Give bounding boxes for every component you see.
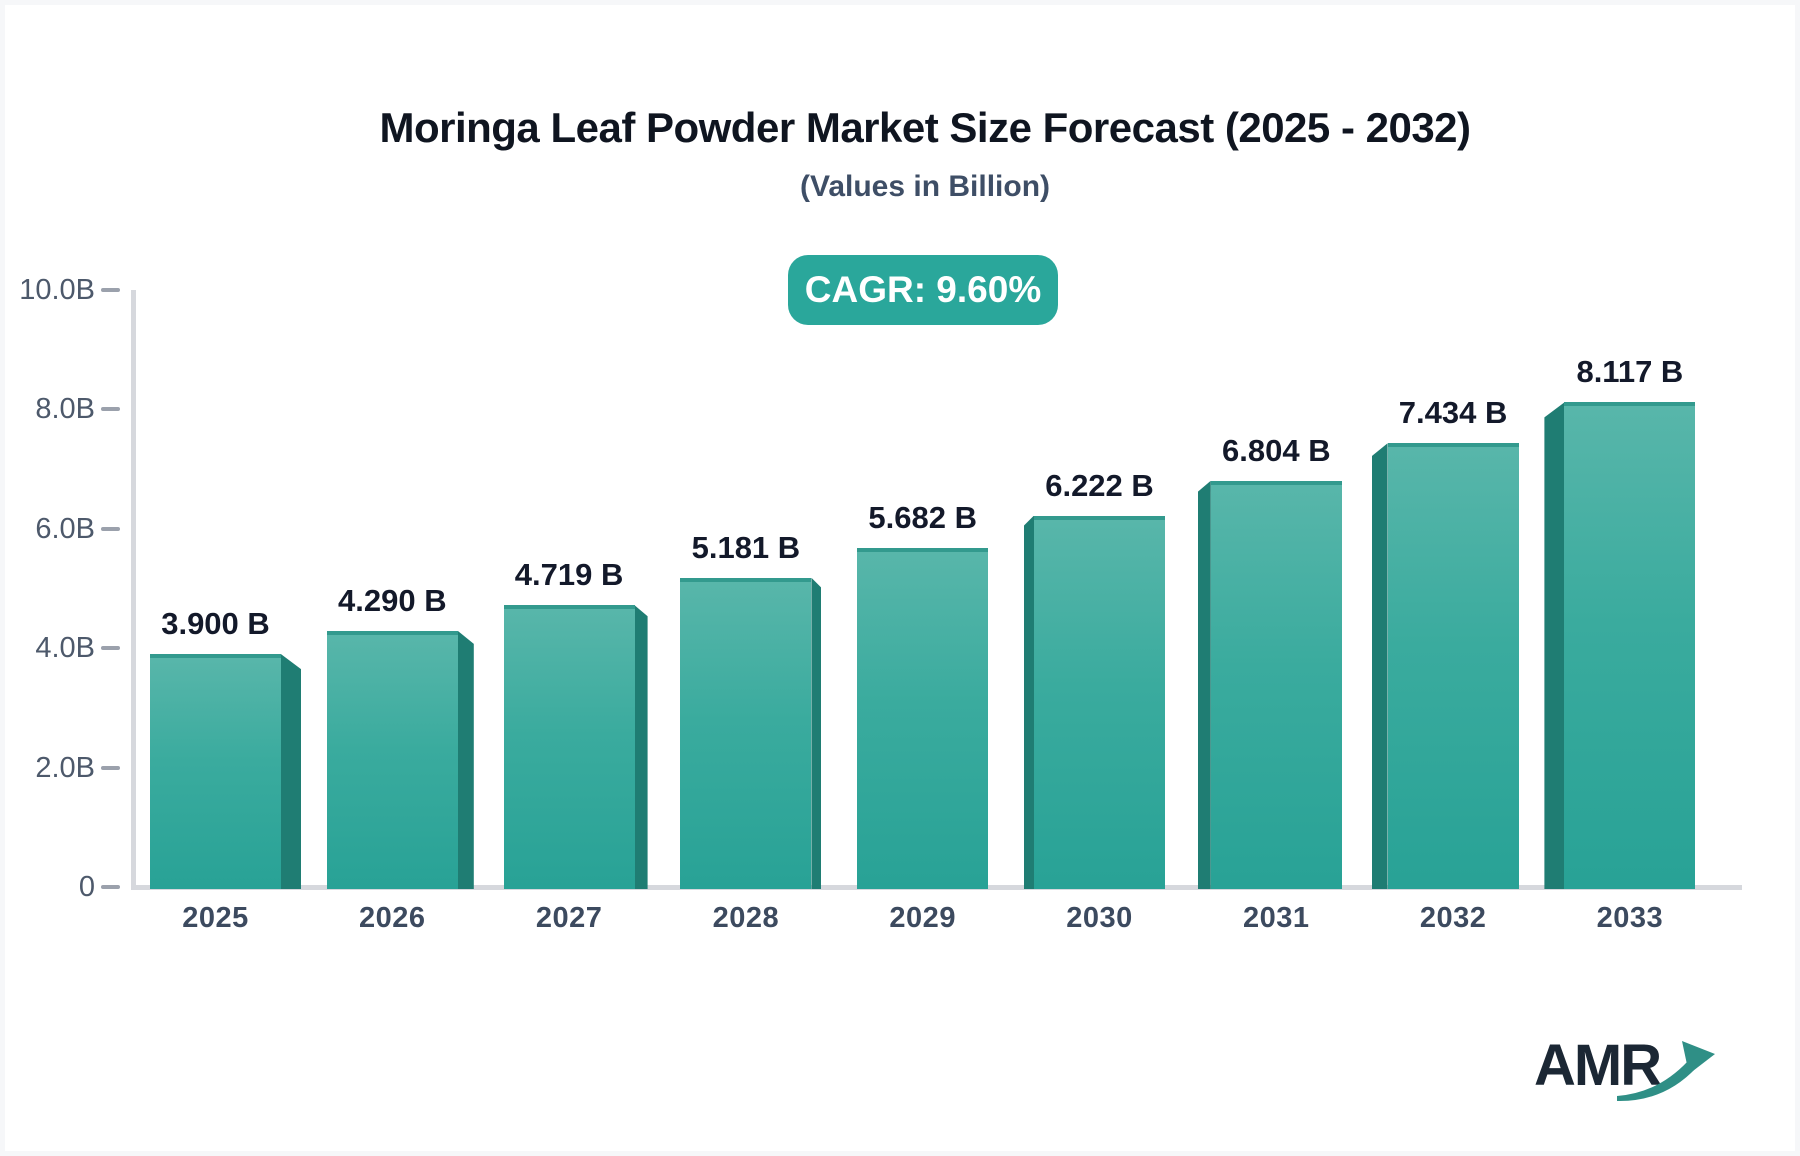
y-axis-label: 8.0B: [35, 393, 95, 426]
x-axis-label: 2027: [535, 902, 603, 934]
bar-value-label: 8.117 B: [1576, 354, 1684, 390]
bar-side-3d: [281, 654, 301, 889]
logo: AMR: [1528, 1028, 1768, 1120]
y-axis-line: [131, 290, 136, 890]
bar-2031: [1210, 480, 1342, 889]
y-axis-tick: [101, 765, 120, 770]
x-axis-label: 2028: [712, 902, 780, 934]
bar-side-3d: [1024, 515, 1034, 889]
x-axis-label: 2030: [1066, 902, 1133, 934]
y-axis-label: 10.0B: [19, 274, 95, 306]
bar-value-label: 3.900 B: [161, 606, 270, 642]
bar-2028: [680, 577, 812, 889]
bar-value-label: 4.719 B: [514, 557, 624, 593]
bar-value-label: 4.290 B: [338, 582, 447, 618]
y-axis-label: 6.0B: [35, 512, 95, 545]
bar-2026: [326, 630, 458, 889]
bar-value-label: 6.804 B: [1222, 432, 1331, 468]
y-axis-tick: [101, 407, 120, 412]
x-axis-label: 2032: [1419, 902, 1487, 934]
bar-value-label: 6.222 B: [1045, 467, 1154, 503]
bar-value-label: 5.682 B: [868, 499, 977, 535]
logo-text: AMR: [1534, 1033, 1662, 1098]
bar-side-3d: [1371, 443, 1388, 889]
bar-2033: [1564, 402, 1696, 889]
bar-side-3d: [811, 577, 822, 889]
x-axis-label: 2029: [889, 902, 956, 934]
bar-value-label: 7.434 B: [1398, 395, 1508, 431]
bar-side-3d: [1197, 480, 1211, 889]
y-axis-label: 4.0B: [35, 632, 95, 665]
x-axis-label: 2026: [359, 902, 426, 934]
y-axis-tick: [101, 646, 120, 651]
chart-title: Moringa Leaf Powder Market Size Forecast…: [379, 104, 1471, 151]
cagr-badge: CAGR: 9.60%: [788, 255, 1058, 325]
bar-2025: [150, 654, 281, 889]
bar-side-3d: [457, 630, 474, 889]
logo-arrow-icon: [1617, 1041, 1715, 1102]
cagr-badge-label: CAGR: 9.60%: [804, 269, 1042, 310]
y-axis-tick: [101, 885, 120, 889]
bar-2027: [503, 605, 635, 889]
bar-2029: [857, 547, 989, 889]
x-axis-label: 2033: [1596, 902, 1664, 934]
bar-side-3d: [634, 605, 648, 889]
y-axis-tick: [101, 288, 120, 292]
x-axis-label: 2025: [182, 902, 249, 934]
bar-2030: [1034, 515, 1165, 889]
y-axis-label: 2.0B: [35, 751, 95, 784]
y-axis-label: 0: [78, 871, 95, 903]
chart-subtitle: (Values in Billion): [799, 170, 1051, 203]
x-axis-label: 2031: [1243, 902, 1310, 934]
y-axis-tick: [101, 526, 120, 531]
bar-value-label: 5.181 B: [691, 529, 801, 565]
bar-2032: [1387, 443, 1519, 889]
bar-side-3d: [1544, 402, 1565, 889]
